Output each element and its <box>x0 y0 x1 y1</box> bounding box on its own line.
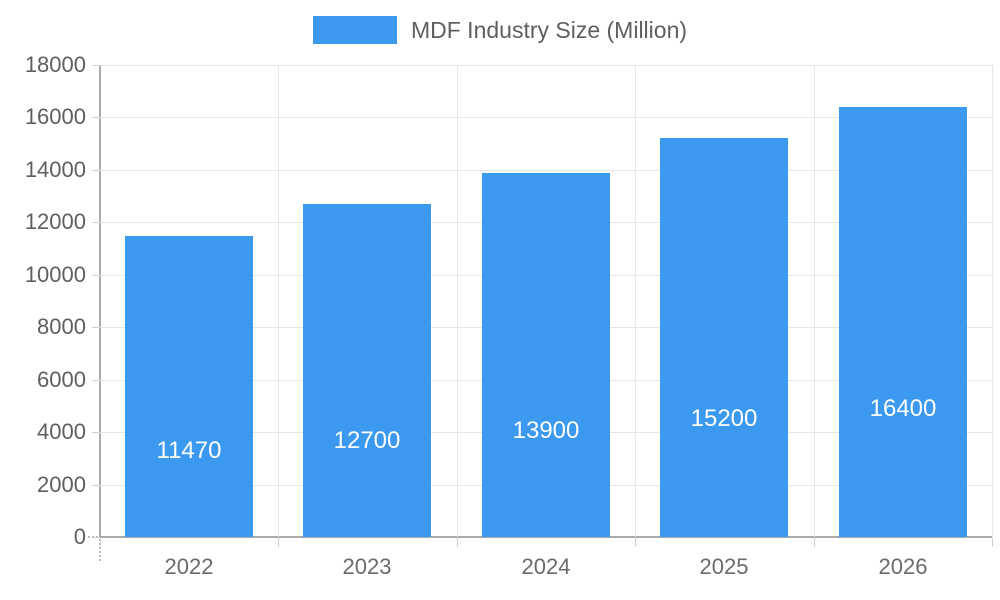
x-tick-mark <box>814 538 815 547</box>
x-tick-label-2025: 2025 <box>699 554 749 579</box>
y-tick-label-6000: 6000 <box>37 366 86 392</box>
bar-value-label-2024: 13900 <box>512 417 580 444</box>
x-tick-mark <box>100 538 101 547</box>
bar-2024[interactable] <box>482 173 610 537</box>
bar-2025[interactable] <box>660 138 788 537</box>
x-tick-label-2024: 2024 <box>521 554 571 579</box>
x-tick-label-2022: 2022 <box>164 554 214 579</box>
gridline-vertical <box>814 65 815 537</box>
y-tick-label-8000: 8000 <box>37 314 86 340</box>
gridline-vertical <box>635 65 636 537</box>
gridline-vertical <box>457 65 458 537</box>
y-tick-mark-18000 <box>92 65 100 66</box>
bar-2023[interactable] <box>303 204 431 537</box>
y-tick-label-14000: 14000 <box>24 156 86 182</box>
x-tick-label-2023: 2023 <box>342 554 392 579</box>
y-axis-line <box>99 65 101 537</box>
x-tick-mark <box>278 538 279 547</box>
legend-label-mdf-industry-size: MDF Industry Size (Million) <box>410 16 688 43</box>
x-tick-mark <box>635 538 636 547</box>
gridline-vertical <box>278 65 279 537</box>
y-tick-mark-0 <box>92 537 100 538</box>
y-tick-label-18000: 18000 <box>24 52 86 77</box>
gridline-horizontal <box>100 169 992 171</box>
bar-value-label-2023: 12700 <box>333 427 401 454</box>
y-tick-mark-14000 <box>92 169 100 171</box>
gridline-vertical <box>992 65 993 537</box>
x-tick-mark <box>992 538 993 547</box>
x-tick-label-2026: 2026 <box>878 554 928 579</box>
gridline-horizontal <box>100 117 992 119</box>
y-tick-mark-2000 <box>92 484 100 486</box>
bar-value-label-2025: 15200 <box>690 405 758 432</box>
y-tick-mark-10000 <box>92 274 100 276</box>
y-axis-extension-dashed <box>99 539 101 561</box>
plot-area: 11470 12700 13900 15200 16400 <box>100 65 993 538</box>
y-tick-mark-16000 <box>92 117 100 119</box>
y-tick-label-4000: 4000 <box>37 419 86 445</box>
x-tick-mark <box>457 538 458 547</box>
axis-baseline <box>100 536 992 538</box>
y-tick-mark-6000 <box>92 379 100 381</box>
y-tick-label-10000: 10000 <box>24 261 86 287</box>
chart-legend: MDF Industry Size (Million) <box>0 8 1000 52</box>
gridline-horizontal <box>100 65 992 66</box>
y-tick-mark-12000 <box>92 222 100 224</box>
y-tick-mark-8000 <box>92 327 100 329</box>
y-tick-mark-4000 <box>92 432 100 434</box>
bar-value-label-2026: 16400 <box>869 395 937 422</box>
y-tick-label-12000: 12000 <box>24 209 86 235</box>
legend-swatch-mdf-industry-size[interactable] <box>312 16 397 44</box>
y-tick-label-0: 0 <box>73 524 86 549</box>
bar-2022[interactable] <box>125 236 253 537</box>
y-tick-label-16000: 16000 <box>24 104 86 130</box>
bar-value-label-2022: 11470 <box>156 437 222 464</box>
bar-2026[interactable] <box>839 107 967 537</box>
y-tick-label-2000: 2000 <box>37 471 86 497</box>
